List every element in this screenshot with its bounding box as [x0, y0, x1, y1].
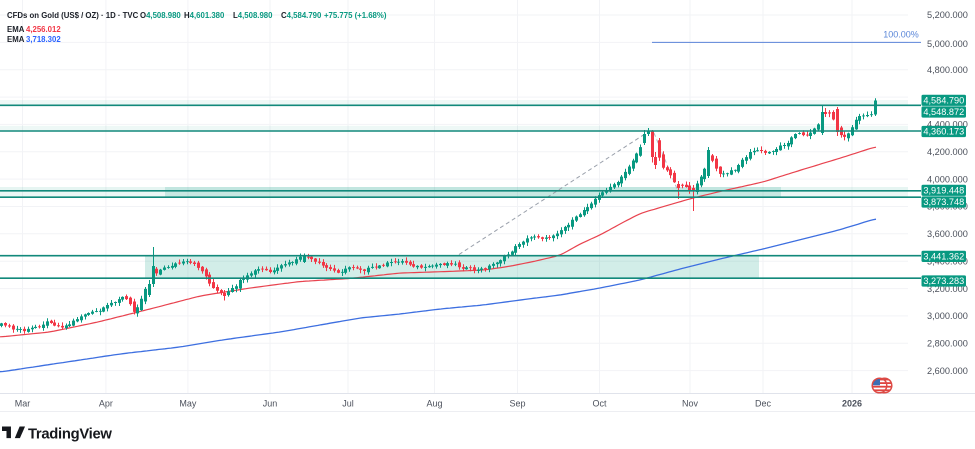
svg-text:4,584.790: 4,584.790: [923, 95, 964, 105]
svg-text:2026: 2026: [842, 399, 862, 409]
svg-text:Aug: Aug: [426, 399, 442, 409]
svg-text:Dec: Dec: [755, 399, 772, 409]
svg-text:CFDs on Gold (US$ / OZ) · 1D ·: CFDs on Gold (US$ / OZ) · 1D · TVC O4,508…: [7, 11, 387, 20]
svg-text:3,873.748: 3,873.748: [923, 197, 964, 207]
svg-text:Jun: Jun: [263, 399, 278, 409]
svg-text:3,000.000: 3,000.000: [927, 311, 968, 321]
svg-text:100.00%: 100.00%: [883, 30, 919, 40]
svg-text:4,548.872: 4,548.872: [923, 107, 964, 117]
svg-text:4,400.000: 4,400.000: [927, 120, 968, 130]
svg-text:3,200.000: 3,200.000: [927, 284, 968, 294]
svg-text:Mar: Mar: [15, 399, 31, 409]
svg-text:5,000.000: 5,000.000: [927, 39, 968, 49]
svg-text:4,360.173: 4,360.173: [923, 127, 964, 137]
svg-text:Oct: Oct: [592, 399, 607, 409]
svg-text:Apr: Apr: [99, 399, 113, 409]
svg-text:Sep: Sep: [509, 399, 525, 409]
svg-text:4,800.000: 4,800.000: [927, 65, 968, 75]
svg-text:Nov: Nov: [682, 399, 699, 409]
svg-text:TradingView: TradingView: [28, 427, 112, 443]
svg-text:3,600.000: 3,600.000: [927, 229, 968, 239]
svg-text:2,800.000: 2,800.000: [927, 339, 968, 349]
svg-text:Jul: Jul: [342, 399, 354, 409]
svg-text:3,273.283: 3,273.283: [923, 276, 964, 286]
svg-text:2,600.000: 2,600.000: [927, 366, 968, 376]
svg-text:May: May: [179, 399, 197, 409]
svg-text:4,200.000: 4,200.000: [927, 147, 968, 157]
svg-text:5,200.000: 5,200.000: [927, 10, 968, 20]
svg-text:4,000.000: 4,000.000: [927, 174, 968, 184]
svg-text:3,441.362: 3,441.362: [923, 252, 964, 262]
svg-text:3,919.448: 3,919.448: [923, 185, 964, 195]
